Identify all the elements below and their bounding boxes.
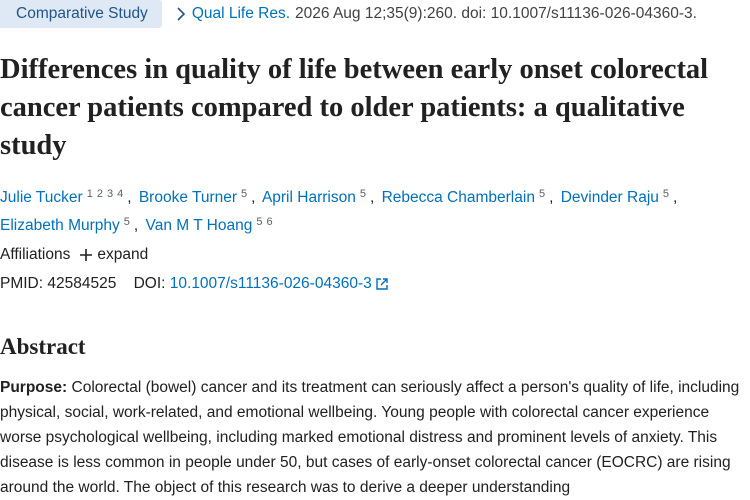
affiliation-numbers: 5 bbox=[124, 216, 134, 228]
author-name[interactable]: Julie Tucker bbox=[0, 189, 83, 206]
section-label: Purpose: bbox=[0, 379, 68, 396]
affiliation-numbers: 5 bbox=[360, 188, 370, 200]
affiliation-numbers: 5 bbox=[241, 188, 251, 200]
author: Rebecca Chamberlain 5 bbox=[381, 188, 557, 206]
expand-toggle[interactable]: expand bbox=[97, 246, 149, 263]
plus-icon[interactable] bbox=[80, 249, 93, 261]
affiliation-number[interactable]: 5 bbox=[359, 188, 366, 200]
author-name[interactable]: Elizabeth Murphy bbox=[0, 217, 120, 234]
affiliation-number[interactable]: 3 bbox=[106, 188, 114, 200]
affiliations-label: Affiliations bbox=[0, 246, 71, 263]
author: Julie Tucker 1 2 3 4 bbox=[0, 188, 135, 206]
abstract-paragraph: Purpose: Colorectal (bowel) cancer and i… bbox=[0, 375, 750, 500]
citation: 2026 Aug 12;35(9):260. doi: 10.1007/s111… bbox=[295, 5, 697, 22]
affiliation-number[interactable]: 5 bbox=[241, 188, 248, 200]
section-text: Colorectal (bowel) cancer and its treatm… bbox=[0, 379, 740, 496]
author: Van M T Hoang 5 6 bbox=[145, 216, 277, 234]
author: Brooke Turner 5 bbox=[138, 188, 259, 206]
external-link-icon bbox=[376, 278, 388, 290]
identifiers: PMID: 42584525 DOI: 10.1007/s11136-026-0… bbox=[0, 275, 388, 293]
affiliation-number[interactable]: 5 bbox=[662, 188, 670, 200]
abstract-heading: Abstract bbox=[0, 334, 86, 359]
journal-link[interactable]: Qual Life Res. bbox=[191, 5, 291, 22]
publication-type[interactable]: Comparative Study bbox=[0, 0, 162, 28]
affiliation-number[interactable]: 5 bbox=[538, 188, 546, 200]
author-name[interactable]: Brooke Turner bbox=[138, 189, 238, 206]
affiliation-number[interactable]: 5 bbox=[256, 216, 263, 228]
author: Elizabeth Murphy 5 bbox=[0, 216, 141, 234]
affiliation-numbers: 5 bbox=[663, 188, 673, 200]
author-name[interactable]: April Harrison bbox=[261, 189, 356, 206]
affiliation-number[interactable]: 6 bbox=[266, 216, 273, 228]
author-name[interactable]: Van M T Hoang bbox=[145, 217, 253, 234]
affiliation-number[interactable]: 4 bbox=[117, 188, 124, 200]
affiliation-number[interactable]: 5 bbox=[123, 216, 130, 228]
affiliation-number[interactable]: 1 bbox=[86, 188, 93, 200]
chevron-icon bbox=[177, 7, 185, 21]
author-name[interactable]: Devinder Raju bbox=[560, 189, 659, 206]
doi-link[interactable]: 10.1007/s11136-026-04360-3 bbox=[169, 275, 372, 292]
pmid-label: PMID: bbox=[0, 275, 44, 292]
header: Comparative Study Qual Life Res. 2026 Au… bbox=[0, 0, 697, 28]
author: Devinder Raju 5 bbox=[560, 188, 681, 206]
author-name[interactable]: Rebecca Chamberlain bbox=[381, 189, 535, 206]
doi-label: DOI: bbox=[133, 275, 166, 292]
article-title: Differences in quality of life between e… bbox=[0, 54, 709, 161]
affiliation-number[interactable]: 2 bbox=[96, 188, 103, 200]
author: April Harrison 5 bbox=[261, 188, 377, 206]
pmid: 42584525 bbox=[47, 275, 117, 292]
affiliation-numbers: 5 bbox=[539, 188, 549, 200]
affiliations: Affiliations expand bbox=[0, 246, 148, 264]
